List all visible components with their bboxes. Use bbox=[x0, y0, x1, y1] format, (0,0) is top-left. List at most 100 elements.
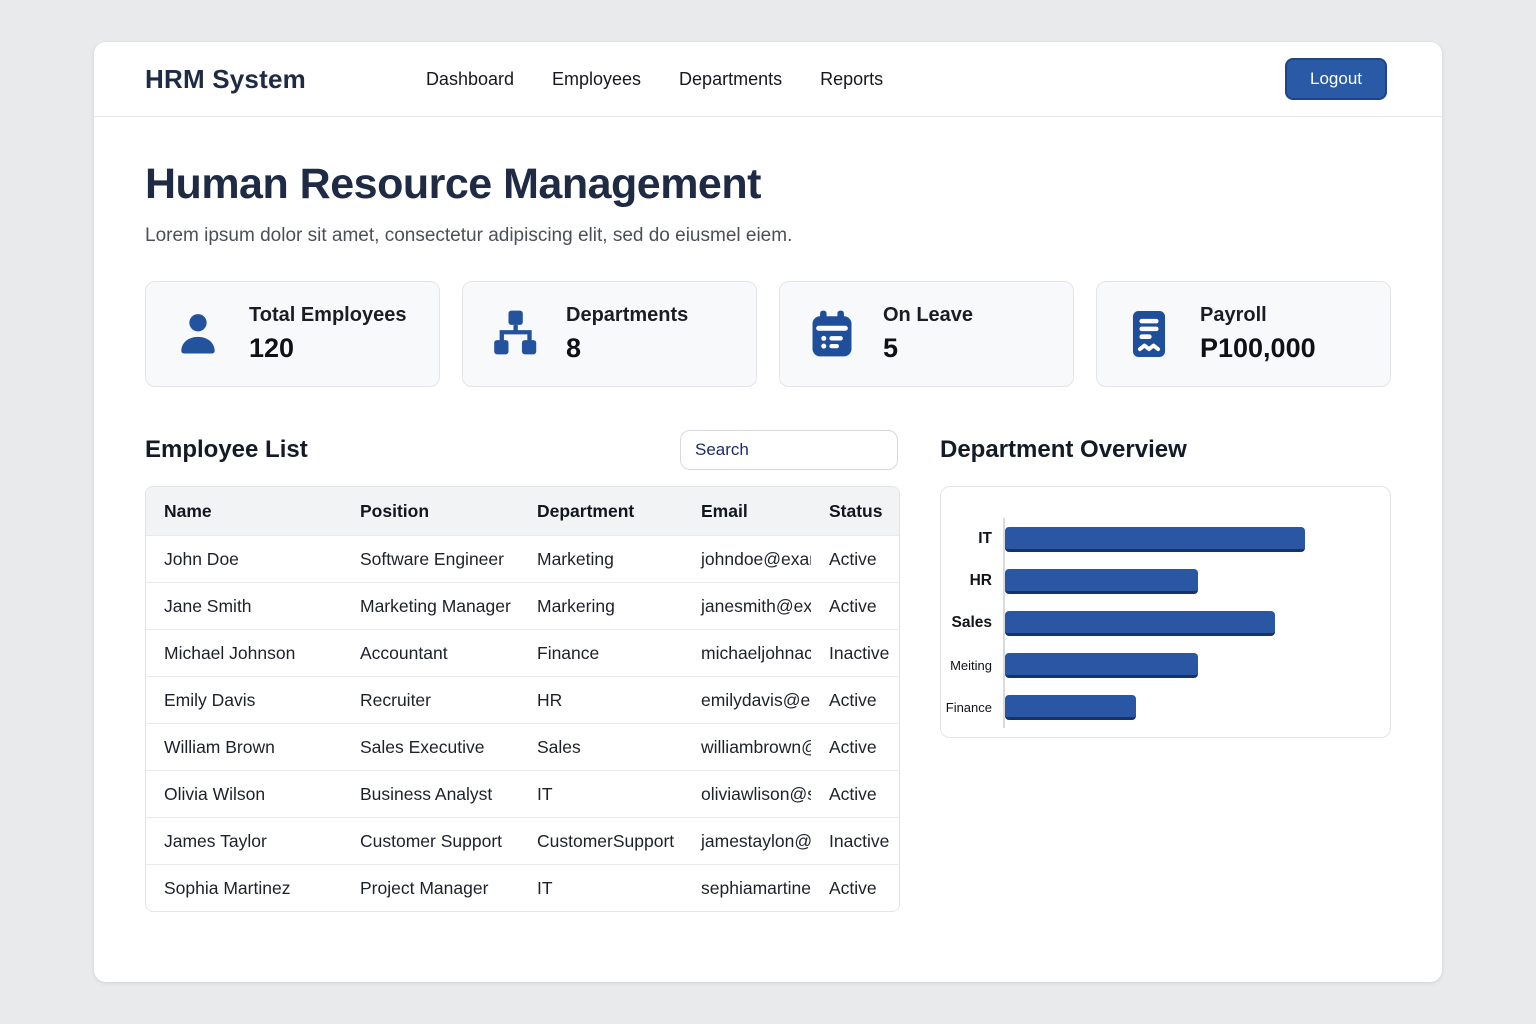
col-header-department: Department bbox=[519, 487, 683, 536]
col-header-email: Email bbox=[683, 487, 811, 536]
department-cell: CustomerSupport bbox=[519, 817, 683, 865]
table-row[interactable]: Emily Davis Recruiter HR emilydavis@e Ac… bbox=[146, 676, 899, 724]
email-cell: johndoe@exar bbox=[683, 535, 811, 583]
receipt-icon bbox=[1123, 307, 1175, 361]
status-cell: Active bbox=[811, 723, 899, 771]
name-cell: William Brown bbox=[146, 723, 342, 771]
status-cell: Active bbox=[811, 676, 899, 724]
stat-card-on-leave: On Leave 5 bbox=[779, 281, 1074, 388]
email-cell: sephiamartine bbox=[683, 864, 811, 912]
main-nav: Dashboard Employees Departments Reports bbox=[426, 69, 883, 90]
position-cell: Business Analyst bbox=[342, 770, 519, 818]
stat-value: 120 bbox=[249, 333, 295, 364]
status-cell: Inactive bbox=[811, 817, 899, 865]
stat-card-total-employees: Total Employees 120 bbox=[145, 281, 440, 388]
status-cell: Active bbox=[811, 770, 899, 818]
department-overview-section: Department Overview IT HR Sales bbox=[940, 429, 1391, 739]
stat-card-payroll: Payroll P100,000 bbox=[1096, 281, 1391, 388]
table-row[interactable]: William Brown Sales Executive Sales will… bbox=[146, 723, 899, 771]
top-navbar: HRM System Dashboard Employees Departmen… bbox=[94, 42, 1442, 117]
stat-label: Payroll bbox=[1200, 304, 1267, 327]
page-subtitle: Lorem ipsum dolor sit amet, consectetur … bbox=[145, 225, 793, 247]
status-cell: Inactive bbox=[811, 629, 899, 677]
name-cell: John Doe bbox=[146, 535, 342, 583]
org-chart-icon bbox=[489, 307, 541, 361]
department-cell: Marketing bbox=[519, 535, 683, 583]
status-cell: Active bbox=[811, 582, 899, 630]
col-header-status: Status bbox=[811, 487, 899, 536]
name-cell: Emily Davis bbox=[146, 676, 342, 724]
person-icon bbox=[172, 307, 224, 361]
stats-row: Total Employees 120 Departments 8 bbox=[145, 281, 1391, 388]
position-cell: Recruiter bbox=[342, 676, 519, 724]
table-row[interactable]: James Taylor Customer Support CustomerSu… bbox=[146, 817, 899, 865]
stat-value: 5 bbox=[883, 333, 899, 364]
chart-category-label: IT bbox=[978, 530, 992, 548]
chart-row: HR bbox=[941, 560, 1390, 603]
chart-row: Finance bbox=[941, 686, 1390, 729]
table-row[interactable]: Olivia Wilson Business Analyst IT olivia… bbox=[146, 770, 899, 818]
department-bar-chart: IT HR Sales Meiting bbox=[940, 486, 1391, 739]
status-cell: Active bbox=[811, 535, 899, 583]
stat-card-departments: Departments 8 bbox=[462, 281, 757, 388]
bar-finance bbox=[1005, 694, 1136, 720]
department-cell: Finance bbox=[519, 629, 683, 677]
nav-item-departments[interactable]: Departments bbox=[679, 68, 783, 89]
stat-label: On Leave bbox=[883, 304, 974, 327]
nav-item-dashboard[interactable]: Dashboard bbox=[425, 68, 514, 89]
position-cell: Sales Executive bbox=[342, 723, 519, 771]
chart-category-label: Meiting bbox=[950, 657, 992, 673]
employee-table: Name Position Department Email Status Jo… bbox=[145, 486, 900, 913]
chart-row: IT bbox=[941, 518, 1390, 561]
chart-row: Sales bbox=[941, 602, 1390, 645]
calendar-icon bbox=[806, 307, 858, 361]
email-cell: michaeljohnac bbox=[683, 629, 811, 677]
email-cell: oliviawlison@s bbox=[683, 770, 811, 818]
brand-logo: HRM System bbox=[145, 63, 306, 94]
department-cell: IT bbox=[519, 770, 683, 818]
position-cell: Software Engineer bbox=[342, 535, 519, 583]
bar-it bbox=[1005, 526, 1306, 552]
nav-item-employees[interactable]: Employees bbox=[552, 68, 642, 89]
bar-hr bbox=[1005, 568, 1198, 594]
chart-category-label: Sales bbox=[951, 614, 992, 632]
name-cell: James Taylor bbox=[146, 817, 342, 865]
email-cell: emilydavis@e bbox=[683, 676, 811, 724]
stat-value: 8 bbox=[566, 333, 582, 364]
bar-meiting bbox=[1005, 652, 1198, 678]
department-cell: Markering bbox=[519, 582, 683, 630]
chart-category-label: HR bbox=[969, 572, 992, 590]
stat-value: P100,000 bbox=[1200, 333, 1316, 364]
table-row[interactable]: Jane Smith Marketing Manager Markering j… bbox=[146, 582, 899, 630]
col-header-position: Position bbox=[342, 487, 519, 536]
bar-sales bbox=[1005, 610, 1275, 636]
position-cell: Marketing Manager bbox=[342, 582, 519, 630]
department-cell: HR bbox=[519, 676, 683, 724]
name-cell: Michael Johnson bbox=[146, 629, 342, 677]
email-cell: janesmith@ex bbox=[683, 582, 811, 630]
department-overview-title: Department Overview bbox=[940, 436, 1187, 464]
department-cell: Sales bbox=[519, 723, 683, 771]
page-title: Human Resource Management bbox=[145, 160, 761, 208]
chart-row: Meiting bbox=[941, 644, 1390, 687]
name-cell: Olivia Wilson bbox=[146, 770, 342, 818]
email-cell: jamestaylon@s bbox=[683, 817, 811, 865]
app-window: HRM System Dashboard Employees Departmen… bbox=[94, 42, 1442, 982]
stat-label: Departments bbox=[566, 304, 689, 327]
chart-category-label: Finance bbox=[945, 699, 992, 715]
search-input[interactable] bbox=[680, 430, 898, 471]
email-cell: williambrown@ bbox=[683, 723, 811, 771]
position-cell: Accountant bbox=[342, 629, 519, 677]
status-cell: Active bbox=[811, 864, 899, 912]
table-row[interactable]: Sophia Martinez Project Manager IT sephi… bbox=[146, 864, 899, 912]
logout-button[interactable]: Logout bbox=[1285, 58, 1387, 100]
table-row[interactable]: John Doe Software Engineer Marketing joh… bbox=[146, 535, 899, 583]
name-cell: Sophia Martinez bbox=[146, 864, 342, 912]
table-row[interactable]: Michael Johnson Accountant Finance micha… bbox=[146, 629, 899, 677]
position-cell: Customer Support bbox=[342, 817, 519, 865]
department-cell: IT bbox=[519, 864, 683, 912]
employee-list-section: Employee List Name Position Department E… bbox=[145, 429, 900, 913]
position-cell: Project Manager bbox=[342, 864, 519, 912]
stat-label: Total Employees bbox=[249, 304, 407, 327]
nav-item-reports[interactable]: Reports bbox=[820, 68, 884, 89]
